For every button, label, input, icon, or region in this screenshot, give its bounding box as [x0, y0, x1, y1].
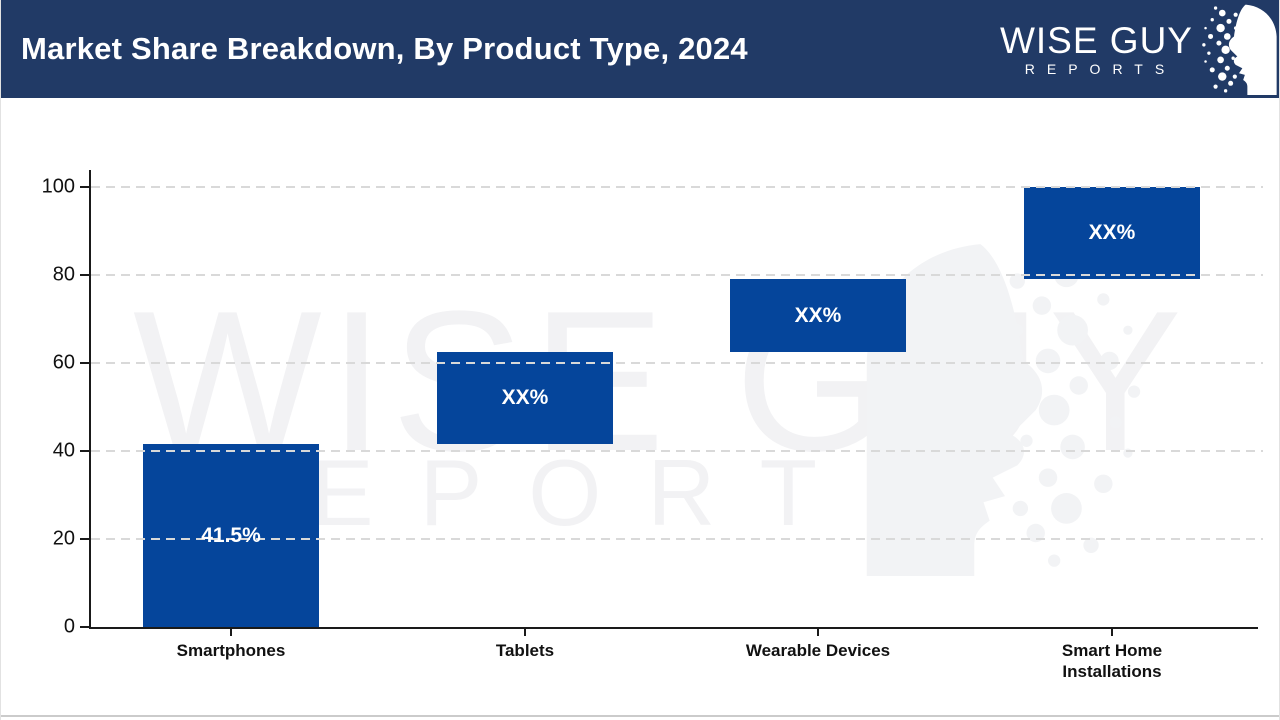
bar-smart-home-installations[interactable]: [1024, 187, 1200, 280]
bar-value-label: XX%: [1088, 221, 1136, 245]
y-tick-mark-100: [80, 186, 89, 188]
brand-logo-text: WISE GUY REPORTS: [1000, 22, 1193, 76]
y-axis-line: [89, 170, 91, 629]
bar-value-label: 41.5%: [201, 523, 261, 547]
bar-value-label: XX%: [501, 386, 549, 410]
gridline-80: [91, 274, 1263, 276]
y-tick-label-80: 80: [52, 263, 75, 286]
x-tick-mark-2: [817, 629, 819, 636]
watermark-head-icon: [866, 244, 1141, 576]
y-tick-label-60: 60: [52, 351, 75, 374]
x-category-label-0: Smartphones: [176, 641, 286, 660]
y-tick-mark-60: [80, 362, 89, 364]
gridline-100: [91, 186, 1263, 188]
chart-title: Market Share Breakdown, By Product Type,…: [21, 31, 748, 66]
y-tick-label-40: 40: [52, 439, 75, 462]
gridline-20: [91, 538, 1263, 540]
x-category-label-3: Smart Home Installations: [1061, 641, 1163, 682]
y-tick-mark-40: [80, 450, 89, 452]
y-tick-label-100: 100: [41, 175, 75, 198]
page-bottom-border: [1, 715, 1279, 717]
brand-head-icon: [1202, 4, 1277, 95]
y-tick-mark-80: [80, 274, 89, 276]
y-tick-mark-0: [80, 626, 89, 628]
brand-subname: REPORTS: [1024, 61, 1177, 77]
gridline-60: [91, 362, 1263, 364]
x-category-label-1: Tablets: [495, 641, 555, 660]
brand-name: WISE GUY: [999, 20, 1193, 61]
y-tick-label-20: 20: [52, 527, 75, 550]
y-tick-mark-20: [80, 538, 89, 540]
header-bar: Market Share Breakdown, By Product Type,…: [1, 0, 1279, 98]
x-tick-mark-3: [1111, 629, 1113, 636]
brand-logo: WISE GUY REPORTS: [1000, 0, 1279, 98]
bar-value-label: XX%: [794, 303, 842, 327]
gridline-40: [91, 450, 1263, 452]
y-tick-label-0: 0: [63, 615, 75, 638]
bar-wearable-devices[interactable]: [730, 279, 906, 352]
bar-smartphones[interactable]: [143, 444, 319, 627]
x-tick-mark-1: [524, 629, 526, 636]
bar-tablets[interactable]: [437, 352, 613, 445]
x-axis-line: [89, 627, 1258, 629]
x-tick-mark-0: [230, 629, 232, 636]
plot-area: 0 20 40 60 80 100 41.5% Smartphones XX% Tablets XX…: [1, 98, 1279, 720]
x-category-label-2: Wearable Devices: [745, 641, 891, 660]
